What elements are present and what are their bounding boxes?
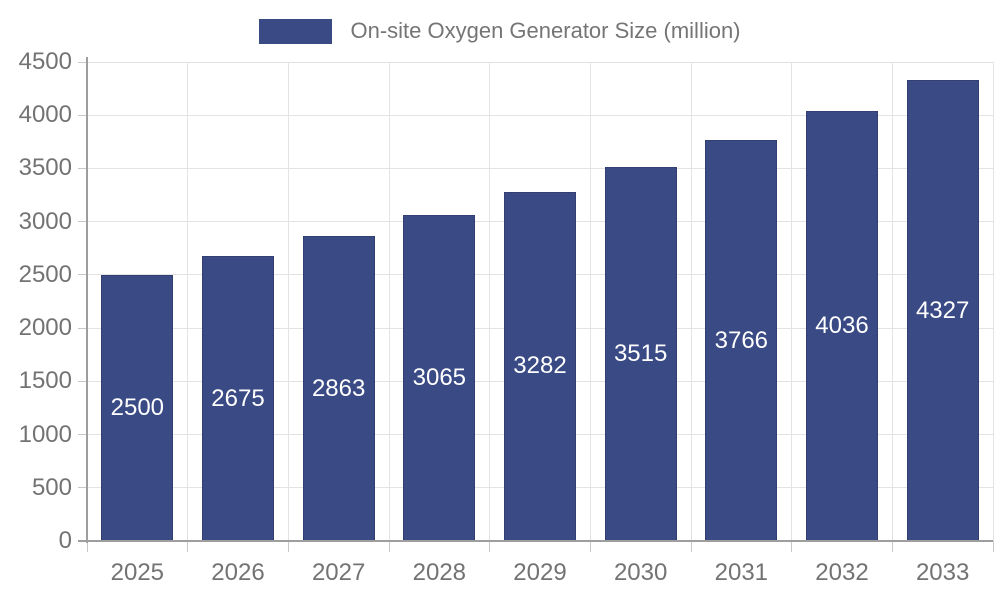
x-tick-mark [86, 541, 88, 552]
bar-2027: 2863 [302, 236, 375, 541]
x-tick-label: 2028 [412, 559, 467, 586]
y-tick-label: 2000 [18, 314, 72, 342]
legend-label: On-site Oxygen Generator Size (million) [350, 18, 741, 43]
y-tick-label: 4500 [18, 48, 72, 75]
x-tick-mark [791, 541, 793, 552]
y-tick-label: 2500 [18, 260, 72, 288]
y-gridline [87, 167, 993, 169]
y-gridline [87, 61, 993, 63]
y-tick-mark [78, 61, 87, 63]
x-tick-label: 2031 [714, 559, 769, 586]
x-tick-mark [388, 541, 390, 552]
x-tick-mark [891, 541, 893, 552]
x-gridline [388, 62, 390, 541]
y-tick-mark [78, 221, 87, 223]
x-gridline [690, 62, 692, 541]
x-gridline [287, 62, 289, 541]
x-gridline [489, 62, 491, 541]
bar-value-label: 3515 [613, 339, 668, 367]
y-tick-mark [78, 487, 87, 489]
x-tick-mark [589, 541, 591, 552]
y-tick-label: 500 [31, 473, 72, 501]
x-gridline [992, 62, 994, 541]
bar-value-label: 3766 [714, 326, 769, 354]
x-tick-label: 2026 [211, 559, 265, 586]
y-tick-mark [78, 327, 87, 329]
y-tick-label: 1500 [18, 367, 72, 395]
x-gridline [589, 62, 591, 541]
y-tick-label: 3500 [18, 154, 72, 182]
y-tick-label: 4000 [18, 101, 72, 129]
x-tick-mark [992, 541, 994, 552]
x-gridline [891, 62, 893, 541]
y-tick-mark [78, 114, 87, 116]
y-tick-mark [78, 167, 87, 169]
bar-2032: 4036 [806, 111, 878, 541]
x-tick-mark [489, 541, 491, 552]
x-tick-label: 2025 [110, 559, 165, 586]
chart-legend: On-site Oxygen Generator Size (million) [0, 18, 1000, 44]
bar-value-label: 4036 [815, 312, 869, 340]
x-tick-mark [690, 541, 692, 552]
x-axis-line [78, 540, 993, 542]
x-tick-mark [287, 541, 289, 552]
bar-2028: 3065 [403, 214, 476, 541]
y-tick-label: 0 [58, 527, 72, 554]
x-gridline [187, 62, 189, 541]
legend-swatch [259, 18, 333, 44]
bar-value-label: 2500 [110, 393, 165, 421]
x-tick-label: 2030 [613, 559, 668, 586]
y-tick-label: 1000 [18, 420, 72, 448]
bar-2025: 2500 [101, 274, 174, 541]
y-tick-label: 3000 [18, 207, 72, 235]
x-tick-label: 2033 [915, 559, 970, 586]
x-gridline [791, 62, 793, 541]
y-gridline [87, 114, 993, 116]
x-tick-label: 2029 [513, 559, 567, 586]
bar-2033: 4327 [906, 80, 979, 541]
bar-value-label: 4327 [915, 296, 970, 324]
x-tick-label: 2027 [311, 559, 366, 586]
bar-2029: 3282 [504, 191, 576, 541]
bar-value-label: 2675 [211, 384, 265, 412]
y-axis-line [86, 57, 88, 543]
bar-2031: 3766 [705, 140, 778, 541]
bar-value-label: 3065 [412, 363, 467, 391]
y-tick-mark [78, 380, 87, 382]
bar-value-label: 3282 [513, 352, 567, 380]
bar-2026: 2675 [202, 256, 274, 541]
y-tick-mark [78, 274, 87, 276]
y-tick-mark [78, 434, 87, 436]
bar-value-label: 2863 [311, 374, 366, 402]
x-tick-label: 2032 [815, 559, 869, 586]
x-tick-mark [187, 541, 189, 552]
bar-2030: 3515 [604, 166, 677, 541]
